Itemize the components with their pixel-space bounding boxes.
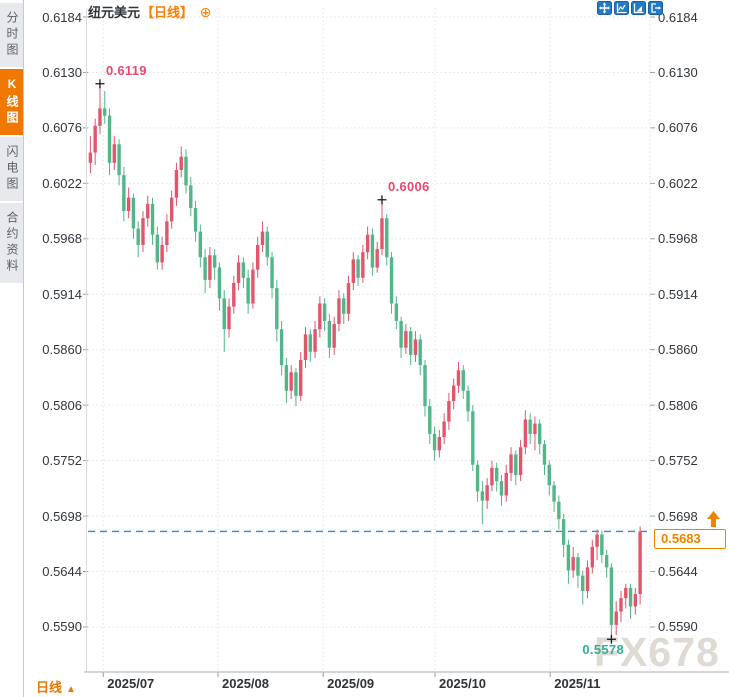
sidebar-tab-kline-chart[interactable]: K线图 — [0, 69, 23, 135]
symbol-title: 纽元美元 — [88, 5, 141, 20]
sidebar-tab-lightning-chart[interactable]: 闪电图 — [0, 137, 23, 201]
axis-scale-glyph — [631, 1, 646, 15]
chart-toolbar — [597, 1, 663, 15]
period-selector[interactable]: 日线 ▲ — [36, 677, 76, 696]
exit-chart-icon[interactable] — [648, 1, 663, 15]
fit-chart-glyph — [614, 1, 629, 15]
sidebar-tab-time-chart[interactable]: 分时图 — [0, 3, 23, 67]
chart-header: 纽元美元【日线】 ⊕ — [88, 2, 211, 21]
axis-scale-icon[interactable] — [631, 1, 646, 15]
triangle-up-icon: ▲ — [66, 684, 76, 695]
watermark: FX678 — [594, 629, 720, 675]
last-price-value: 0.5683 — [661, 531, 701, 547]
price-up-arrow-icon — [707, 511, 720, 528]
last-price-box: 0.5683 — [654, 528, 726, 549]
pan-tool-icon[interactable] — [597, 1, 612, 15]
settings-icon[interactable]: ⊕ — [199, 4, 212, 20]
sidebar: 分时图 K线图 闪电图 合约资料 — [0, 0, 24, 697]
sidebar-tab-contract-info[interactable]: 合约资料 — [0, 203, 23, 283]
pan-tool-glyph — [597, 1, 612, 15]
period-selector-label: 日线 — [36, 680, 63, 695]
fit-chart-icon[interactable] — [614, 1, 629, 15]
period-tag: 【日线】 — [141, 5, 194, 20]
exit-chart-glyph — [648, 1, 663, 15]
